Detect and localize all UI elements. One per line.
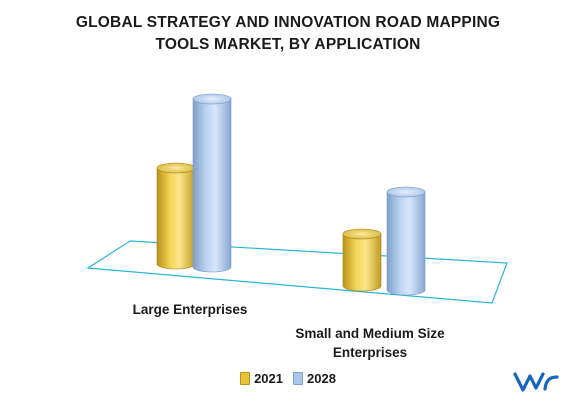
bar-2028-small-and-medium-size-enterprises bbox=[386, 186, 426, 296]
chart-title-line-1: GLOBAL STRATEGY AND INNOVATION ROAD MAPP… bbox=[75, 14, 501, 31]
chart-title: GLOBAL STRATEGY AND INNOVATION ROAD MAPP… bbox=[0, 12, 576, 56]
category-label-large-enterprises: Large Enterprises bbox=[90, 300, 290, 319]
legend-swatch-2028 bbox=[293, 372, 303, 385]
legend-label-2028: 2028 bbox=[307, 371, 336, 386]
bars-layer bbox=[156, 93, 426, 296]
legend-item-2028: 2028 bbox=[293, 371, 336, 386]
category-label-text: Large Enterprises bbox=[132, 302, 248, 317]
chart-legend: 2021 2028 bbox=[0, 371, 576, 386]
category-label-line-1: Small and Medium Size bbox=[295, 326, 445, 341]
bar-2028-large-enterprises bbox=[192, 93, 232, 273]
category-label-line-2: Enterprises bbox=[332, 345, 408, 360]
legend-label-2021: 2021 bbox=[254, 371, 283, 386]
bar-2021-large-enterprises bbox=[156, 162, 196, 270]
chart-floor-plane bbox=[86, 240, 508, 304]
vmr-logo-icon bbox=[513, 372, 559, 392]
chart-title-line-2: TOOLS MARKET, BY APPLICATION bbox=[155, 36, 421, 53]
legend-swatch-2021 bbox=[240, 372, 251, 385]
category-label-sme: Small and Medium Size Enterprises bbox=[270, 324, 470, 362]
legend-item-2021: 2021 bbox=[240, 371, 283, 386]
bar-2021-small-and-medium-size-enterprises bbox=[342, 228, 382, 292]
